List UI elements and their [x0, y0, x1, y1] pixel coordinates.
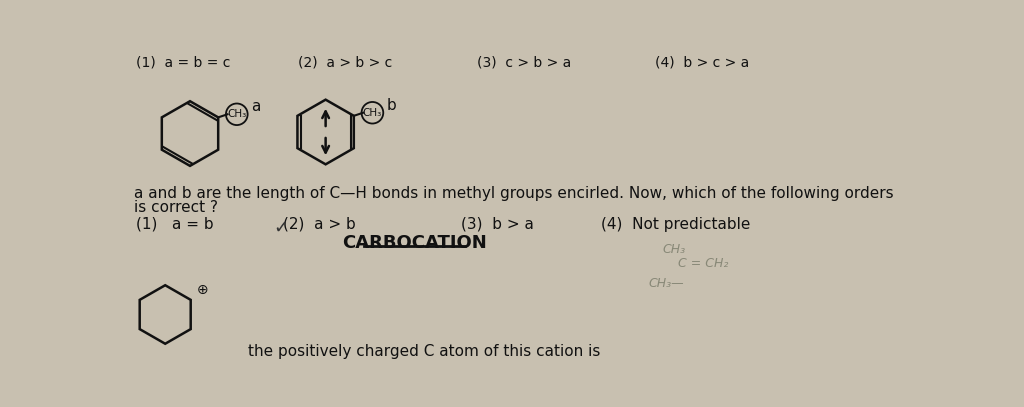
Text: CH₃: CH₃ [663, 243, 686, 256]
Text: (1)   a = b: (1) a = b [136, 217, 213, 232]
Text: ⊕: ⊕ [197, 283, 209, 297]
Text: CH₃: CH₃ [227, 109, 247, 119]
Text: C = CH₂: C = CH₂ [678, 257, 729, 270]
Text: (3)  c > b > a: (3) c > b > a [477, 55, 571, 69]
Text: a: a [251, 99, 260, 114]
Text: (4)  b > c > a: (4) b > c > a [655, 55, 750, 69]
Text: (1)  a = b = c: (1) a = b = c [136, 55, 230, 69]
Text: is correct ?: is correct ? [134, 200, 218, 215]
Text: (2)  a > b > c: (2) a > b > c [299, 55, 393, 69]
Text: (4)  Not predictable: (4) Not predictable [601, 217, 751, 232]
Text: CH₃: CH₃ [362, 108, 382, 118]
Text: ✓: ✓ [273, 218, 289, 236]
Text: CH₃—: CH₃— [649, 277, 684, 290]
Text: (2)  a > b: (2) a > b [283, 217, 355, 232]
Text: (3)  b > a: (3) b > a [461, 217, 535, 232]
Text: b: b [386, 98, 396, 113]
Text: the positively charged C atom of this cation is: the positively charged C atom of this ca… [248, 344, 600, 359]
Text: a and b are the length of C—H bonds in methyl groups encirled. Now, which of the: a and b are the length of C—H bonds in m… [134, 186, 894, 201]
Text: CARBOCATION: CARBOCATION [342, 234, 487, 252]
